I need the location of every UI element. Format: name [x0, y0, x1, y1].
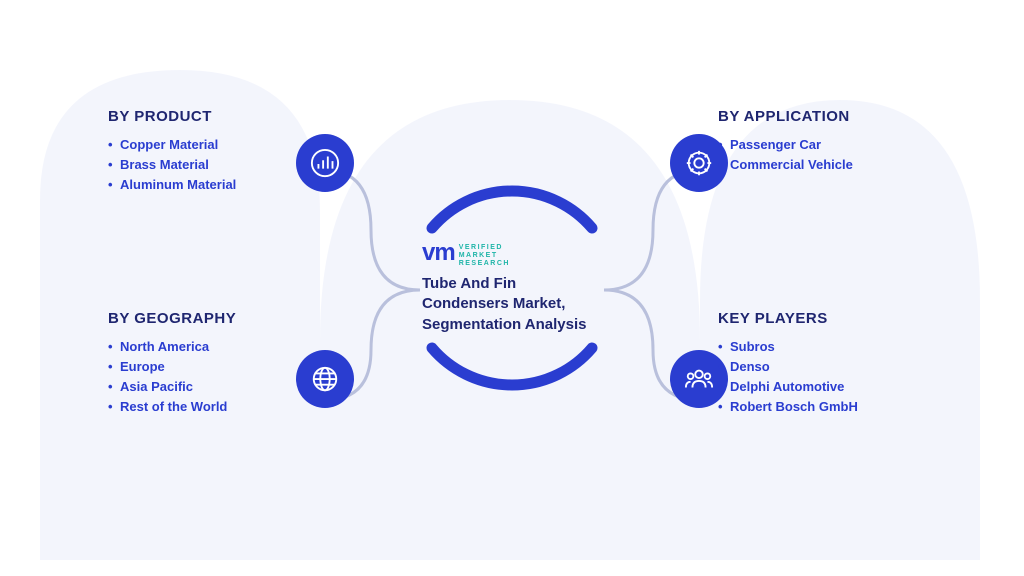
heading-key-players: KEY PLAYERS [718, 310, 938, 327]
center-title: Tube And Fin Condensers Market, Segmenta… [422, 274, 602, 335]
quadrant-application: BY APPLICATION Passenger CarCommercial V… [718, 108, 938, 175]
list-item: Asia Pacific [108, 377, 328, 397]
list-item: Rest of the World [108, 397, 328, 417]
quadrant-product: BY PRODUCT Copper MaterialBrass Material… [108, 108, 328, 195]
list-geography: North AmericaEuropeAsia PacificRest of t… [108, 337, 328, 418]
list-key-players: SubrosDensoDelphi AutomotiveRobert Bosch… [718, 337, 938, 418]
list-item: Europe [108, 357, 328, 377]
brand-logo: vm VERIFIED MARKET RESEARCH [422, 241, 602, 268]
logo-text: vm [422, 241, 455, 265]
infographic-stage: vm VERIFIED MARKET RESEARCH Tube And Fin… [0, 0, 1024, 576]
quadrant-key-players: KEY PLAYERS SubrosDensoDelphi Automotive… [718, 310, 938, 418]
list-item: Aluminum Material [108, 175, 328, 195]
heading-product: BY PRODUCT [108, 108, 328, 125]
list-item: North America [108, 337, 328, 357]
list-item: Commercial Vehicle [718, 155, 938, 175]
list-item: Robert Bosch GmbH [718, 397, 938, 417]
list-item: Denso [718, 357, 938, 377]
quadrant-geography: BY GEOGRAPHY North AmericaEuropeAsia Pac… [108, 310, 328, 418]
list-item: Brass Material [108, 155, 328, 175]
list-item: Copper Material [108, 135, 328, 155]
list-application: Passenger CarCommercial Vehicle [718, 135, 938, 175]
list-item: Delphi Automotive [718, 377, 938, 397]
list-item: Passenger Car [718, 135, 938, 155]
heading-geography: BY GEOGRAPHY [108, 310, 328, 327]
logo-tagline: VERIFIED MARKET RESEARCH [459, 244, 510, 268]
list-product: Copper MaterialBrass MaterialAluminum Ma… [108, 135, 328, 195]
list-item: Subros [718, 337, 938, 357]
heading-application: BY APPLICATION [718, 108, 938, 125]
center-hub: vm VERIFIED MARKET RESEARCH Tube And Fin… [392, 168, 632, 408]
